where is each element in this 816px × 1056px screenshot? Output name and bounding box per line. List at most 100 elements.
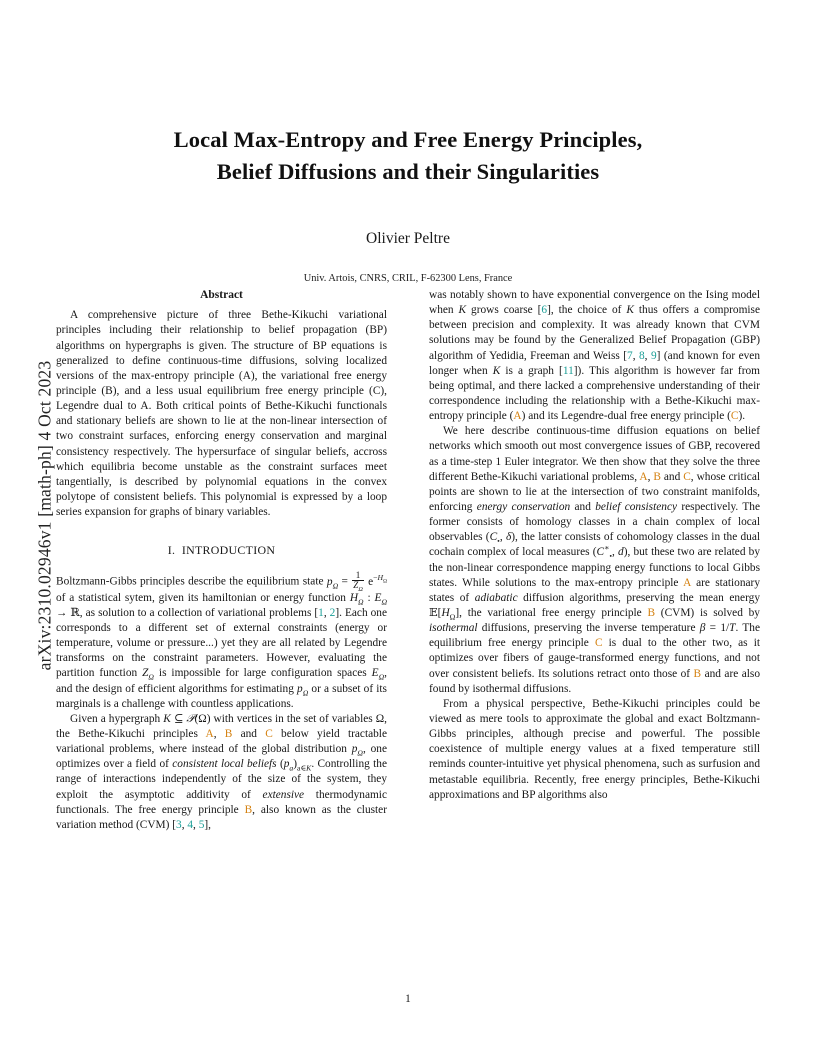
math-h-omega: HΩ: [349, 591, 364, 606]
page-number: 1: [405, 993, 411, 1005]
principle-letter-b[interactable]: B: [224, 727, 233, 740]
text-run: and: [570, 500, 596, 513]
text-run: is impossible for large configuration sp…: [154, 667, 372, 680]
principle-letter-b[interactable]: B: [244, 803, 253, 816]
emphasis-run: energy conservation: [476, 500, 571, 513]
page-title: Local Max-Entropy and Free Energy Princi…: [108, 124, 708, 188]
principle-letter-a[interactable]: A: [205, 727, 214, 740]
section-heading: I. INTRODUCTION: [56, 543, 387, 559]
text-run: ], the choice of: [547, 304, 627, 317]
math-k: K: [492, 364, 501, 377]
math-exp-minus-h: e−HΩ: [368, 572, 387, 588]
math-p-omega: pΩ: [326, 575, 339, 590]
math-e-omega: EΩ: [371, 667, 385, 682]
citation-link[interactable]: 3: [176, 818, 182, 831]
text-run: and: [232, 727, 266, 740]
citation-link[interactable]: 1: [318, 606, 324, 619]
principle-letter-a[interactable]: A: [513, 410, 522, 423]
principle-letter-c[interactable]: C: [265, 727, 273, 740]
principle-letter-c[interactable]: C: [594, 637, 603, 650]
principle-letter-a[interactable]: A: [683, 576, 691, 589]
citation-link[interactable]: 4: [187, 818, 194, 831]
title-line-2: Belief Diffusions and their Singularitie…: [216, 158, 600, 184]
text-run: , but these two are related by the non-l…: [429, 546, 760, 589]
emphasis-run: extensive: [262, 788, 305, 801]
text-run: are stationary states of: [429, 576, 760, 604]
right-paragraph-1: was notably shown to have exponential co…: [429, 289, 760, 423]
text-run: was notably shown to have exponential co…: [429, 289, 760, 317]
math-cochain-complex: C: [596, 546, 605, 559]
abstract-body: A comprehensive picture of three Bethe-K…: [56, 309, 387, 519]
text-run: is a graph [: [500, 364, 563, 377]
text-run: with vertices in the set of variables: [210, 712, 376, 725]
text-run: ]). This algorithm is however far from b…: [429, 364, 760, 423]
text-run: (CVM) is solved by: [655, 606, 760, 619]
text-run: and: [660, 470, 684, 483]
text-run: . The equilibrium free energy principle: [429, 622, 760, 650]
principle-letter-b[interactable]: B: [647, 606, 656, 619]
section-title: INTRODUCTION: [181, 543, 276, 558]
citation-link[interactable]: 11: [562, 364, 574, 377]
emphasis-run: isothermal: [429, 622, 478, 635]
emphasis-run: belief consistency: [595, 500, 678, 513]
math-expectation: 𝔼: [429, 606, 438, 619]
arxiv-identifier-stamp: arXiv:2310.02946v1 [math-ph] 4 Oct 2023: [34, 360, 55, 671]
emphasis-run: adiabatic: [474, 591, 518, 604]
math-k: K: [458, 304, 467, 317]
title-line-1: Local Max-Entropy and Free Energy Princi…: [173, 127, 643, 152]
text-run: diffusions, preserving the inverse tempe…: [477, 622, 700, 635]
math-fraction-one-over-z: 1 ZΩ: [352, 570, 364, 594]
text-run: , the variational free energy principle: [459, 606, 648, 619]
title-block: Local Max-Entropy and Free Energy Princi…: [108, 124, 708, 284]
text-run: ,: [647, 470, 654, 483]
right-paragraph-2: We here describe continuous-time diffusi…: [429, 425, 761, 695]
text-run: , the latter consists of cohomology clas…: [429, 531, 761, 559]
text-run: respectively. The former consists of hom…: [429, 500, 760, 544]
text-run: ).: [738, 410, 746, 423]
left-column: Abstract A comprehensive picture of thre…: [56, 288, 387, 988]
text-run: , one optimizes over a field of: [56, 743, 387, 771]
text-run: , and the design of efficient algorithms…: [56, 667, 387, 695]
text-run: Given a hypergraph: [70, 712, 164, 725]
principle-letter-b[interactable]: B: [693, 667, 702, 680]
principle-letter-c[interactable]: C: [683, 470, 691, 483]
math-power-set-omega: 𝒫: [186, 712, 195, 725]
text-run: . Controlling the range of interactions …: [56, 758, 387, 801]
citation-link[interactable]: 6: [541, 304, 548, 317]
right-paragraph-3: From a physical perspective, Bethe-Kikuc…: [429, 697, 760, 801]
citation-link[interactable]: 9: [650, 349, 657, 362]
emphasis-run: consistent local beliefs: [172, 758, 277, 771]
text-run: grows coarse [: [466, 304, 542, 317]
math-p-a: pa: [283, 758, 294, 773]
author-name: Olivier Peltre: [366, 229, 450, 247]
math-k: K: [163, 712, 171, 725]
left-paragraph-1: Boltzmann-Gibbs principles describe the …: [56, 570, 388, 710]
text-run: , as solution to a collection of variati…: [79, 606, 319, 619]
principle-letter-a[interactable]: A: [639, 470, 648, 483]
text-run: diffusion algorithms, preserving the mea…: [517, 591, 761, 604]
abstract-heading: Abstract: [200, 289, 243, 301]
text-run: , the Bethe-Kikuchi principles: [56, 712, 387, 740]
text-run: and are also found by isothermal diffusi…: [429, 667, 760, 695]
principle-letter-b[interactable]: B: [653, 470, 661, 483]
text-run: , whose critical points are shown to lie…: [429, 470, 761, 513]
math-temperature: T: [729, 622, 736, 635]
text-run: is dual to the other two, as it optimize…: [429, 637, 760, 680]
math-p-omega: pΩ: [351, 743, 363, 758]
text-run: , also known as the cluster variation me…: [56, 803, 387, 831]
text-run: ] (and known for even longer when: [429, 349, 760, 377]
text-run: or a subset of its marginals is a challe…: [56, 682, 387, 710]
math-p-omega: pΩ: [297, 682, 309, 697]
citation-link[interactable]: 8: [639, 349, 645, 362]
math-k: K: [626, 304, 634, 317]
text-run: ) and its Legendre-dual free energy prin…: [521, 410, 731, 423]
text-run: below yield tractable variational proble…: [56, 727, 387, 756]
citation-link[interactable]: 5: [198, 818, 205, 831]
principle-letter-c[interactable]: C: [730, 410, 739, 423]
citation-link[interactable]: 2: [329, 606, 336, 619]
author-affiliation: Univ. Artois, CNRS, CRIL, F-62300 Lens, …: [303, 272, 513, 284]
text-run: Boltzmann-Gibbs principles describe the …: [56, 575, 327, 588]
citation-link[interactable]: 7: [627, 349, 633, 362]
body-columns: Abstract A comprehensive picture of thre…: [56, 288, 760, 988]
